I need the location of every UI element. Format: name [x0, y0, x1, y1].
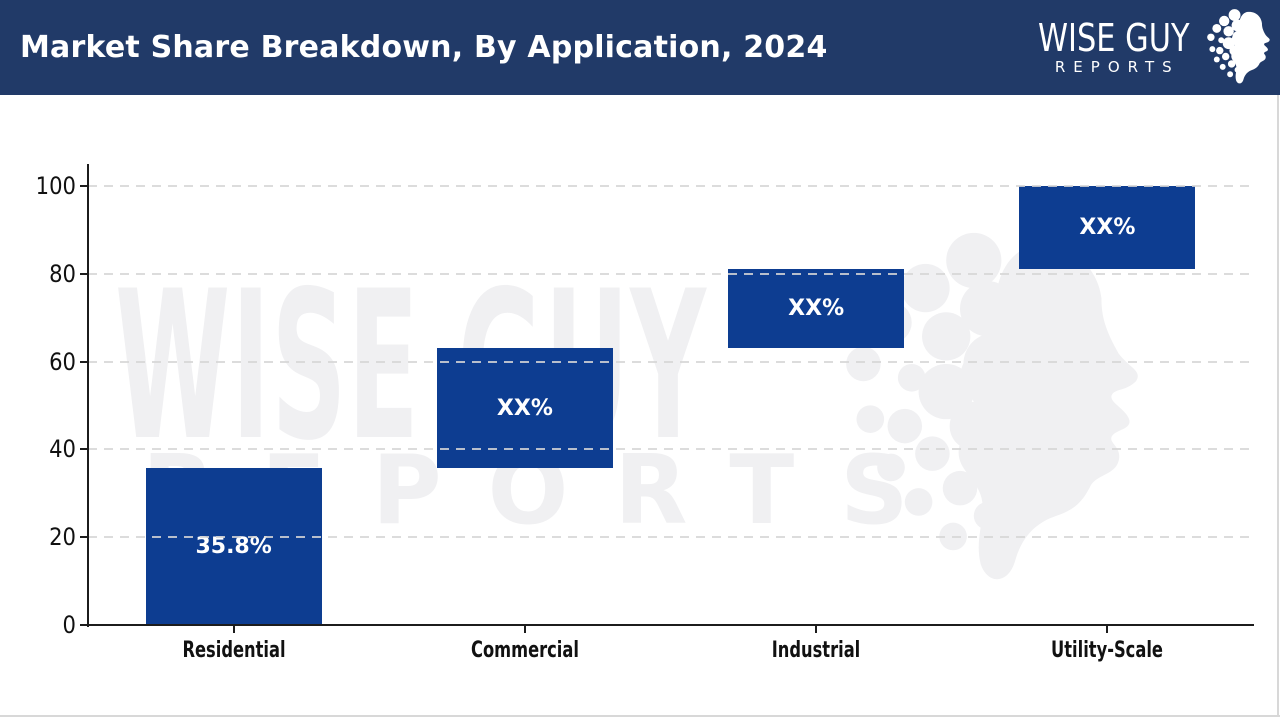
page-title: Market Share Breakdown, By Application, … — [20, 30, 828, 65]
bottom-divider — [0, 715, 1280, 717]
y-tick-mark — [80, 360, 88, 363]
x-tick-label: Residential — [182, 638, 286, 663]
x-tick-mark — [1106, 625, 1109, 633]
y-tick-label: 20 — [49, 523, 76, 552]
y-axis-line — [87, 164, 89, 627]
x-tick-label: Commercial — [470, 638, 579, 663]
gridline — [88, 360, 1253, 363]
gridline — [88, 272, 1253, 275]
x-axis-line — [87, 624, 1254, 626]
chart-bar: 35.8% — [145, 467, 322, 625]
y-tick-label: 80 — [49, 259, 76, 288]
brand-name: WISE GUY — [1037, 16, 1190, 60]
y-tick-label: 100 — [35, 172, 76, 200]
chart-bar: XX% — [436, 348, 613, 468]
y-tick-label: 60 — [49, 347, 76, 376]
x-tick-label: Industrial — [771, 638, 861, 663]
bar-value-label: XX% — [496, 395, 553, 421]
bar-value-label: XX% — [1079, 215, 1136, 241]
bar-value-label: XX% — [788, 296, 845, 322]
y-tick-mark — [80, 536, 88, 539]
dotted-head-logo-icon — [1207, 8, 1270, 83]
chart-bar: XX% — [728, 269, 905, 349]
y-tick-label: 0 — [62, 611, 76, 639]
x-tick-label: Utility-Scale — [1051, 638, 1164, 663]
brand-logo: WISE GUY REPORTS — [1019, 7, 1276, 89]
x-tick-mark — [523, 625, 526, 633]
chart-bar: XX% — [1019, 186, 1196, 270]
y-tick-label: 40 — [49, 435, 76, 464]
y-tick-mark — [80, 272, 88, 275]
brand-tagline: REPORTS — [1054, 58, 1180, 76]
y-tick-mark — [80, 185, 88, 187]
gridline — [88, 536, 1253, 539]
brand-logo-text: WISE GUY REPORTS — [1019, 19, 1208, 76]
y-tick-mark — [80, 624, 88, 626]
y-tick-mark — [80, 448, 88, 451]
right-divider — [1277, 95, 1279, 716]
gridline — [88, 185, 1253, 187]
header-band: Market Share Breakdown, By Application, … — [0, 0, 1280, 95]
x-tick-mark — [232, 625, 235, 633]
gridline — [88, 448, 1253, 451]
x-tick-mark — [815, 625, 818, 633]
